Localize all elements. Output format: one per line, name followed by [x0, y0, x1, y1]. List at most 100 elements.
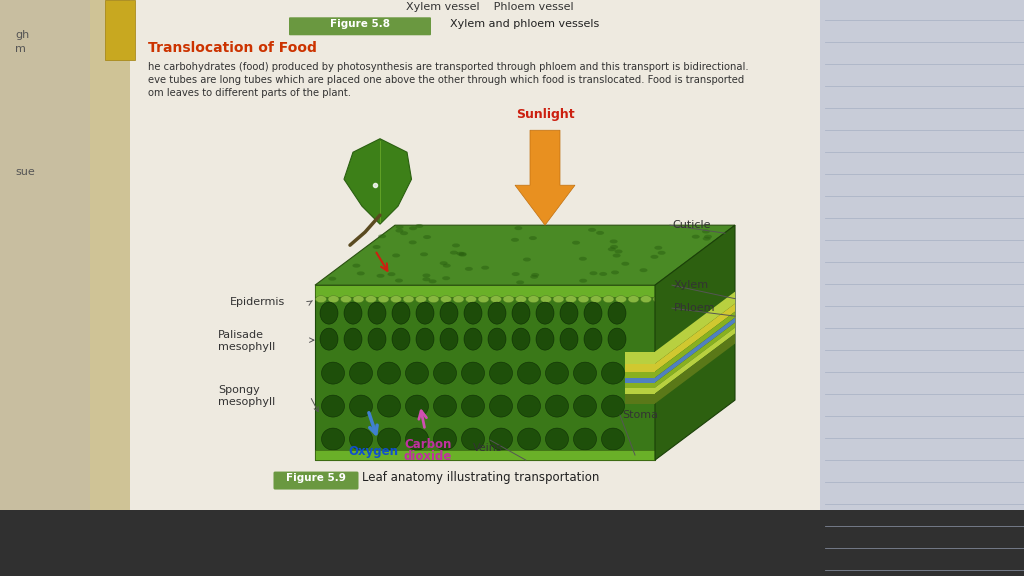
- Polygon shape: [315, 225, 735, 285]
- Ellipse shape: [599, 272, 607, 276]
- Ellipse shape: [565, 295, 577, 302]
- Ellipse shape: [608, 328, 626, 350]
- Ellipse shape: [378, 295, 389, 302]
- Ellipse shape: [406, 428, 428, 450]
- Polygon shape: [625, 382, 655, 388]
- Ellipse shape: [591, 295, 601, 302]
- Text: Figure 5.9: Figure 5.9: [286, 473, 346, 483]
- Ellipse shape: [608, 302, 626, 324]
- Text: Figure 5.8: Figure 5.8: [330, 19, 390, 29]
- Ellipse shape: [442, 264, 451, 268]
- Ellipse shape: [573, 395, 597, 417]
- Ellipse shape: [573, 362, 597, 384]
- Ellipse shape: [378, 428, 400, 450]
- Ellipse shape: [392, 302, 410, 324]
- Text: Leaf anatomy illustrating transportation: Leaf anatomy illustrating transportation: [362, 471, 599, 484]
- Ellipse shape: [596, 231, 604, 235]
- Ellipse shape: [433, 395, 457, 417]
- Ellipse shape: [541, 295, 552, 302]
- Ellipse shape: [657, 251, 666, 255]
- Ellipse shape: [462, 362, 484, 384]
- Ellipse shape: [517, 362, 541, 384]
- Text: sue: sue: [15, 167, 35, 177]
- Ellipse shape: [489, 395, 512, 417]
- Ellipse shape: [579, 257, 587, 261]
- Ellipse shape: [580, 279, 587, 283]
- Ellipse shape: [442, 276, 451, 280]
- Text: Cuticle: Cuticle: [672, 220, 711, 230]
- Ellipse shape: [416, 302, 434, 324]
- Polygon shape: [655, 291, 735, 363]
- Ellipse shape: [416, 295, 427, 302]
- Ellipse shape: [536, 302, 554, 324]
- Ellipse shape: [378, 234, 386, 238]
- Polygon shape: [655, 323, 735, 388]
- Ellipse shape: [328, 295, 339, 302]
- Ellipse shape: [512, 272, 519, 276]
- Ellipse shape: [322, 395, 344, 417]
- Ellipse shape: [433, 362, 457, 384]
- Ellipse shape: [466, 295, 476, 302]
- Ellipse shape: [546, 395, 568, 417]
- Ellipse shape: [622, 262, 630, 266]
- Ellipse shape: [610, 245, 618, 249]
- Ellipse shape: [341, 295, 351, 302]
- Ellipse shape: [416, 328, 434, 350]
- Text: Oxygen: Oxygen: [348, 445, 398, 458]
- Text: Carbon: Carbon: [404, 438, 452, 451]
- Polygon shape: [625, 388, 655, 393]
- Ellipse shape: [319, 302, 338, 324]
- Ellipse shape: [378, 362, 400, 384]
- Ellipse shape: [406, 362, 428, 384]
- Ellipse shape: [329, 276, 336, 281]
- Polygon shape: [315, 285, 655, 297]
- Ellipse shape: [650, 255, 658, 259]
- Ellipse shape: [377, 274, 385, 278]
- Ellipse shape: [703, 234, 712, 238]
- Ellipse shape: [512, 302, 530, 324]
- Polygon shape: [625, 393, 655, 404]
- Ellipse shape: [387, 272, 395, 276]
- Ellipse shape: [560, 302, 578, 324]
- Ellipse shape: [322, 428, 344, 450]
- Ellipse shape: [614, 249, 623, 253]
- Text: Xylem: Xylem: [674, 280, 710, 290]
- Ellipse shape: [409, 226, 417, 230]
- Ellipse shape: [488, 302, 506, 324]
- Text: Xylem vessel    Phloem vessel: Xylem vessel Phloem vessel: [407, 2, 573, 12]
- Ellipse shape: [578, 295, 589, 302]
- Polygon shape: [655, 304, 735, 372]
- Ellipse shape: [603, 295, 614, 302]
- Ellipse shape: [349, 362, 373, 384]
- Polygon shape: [625, 372, 655, 378]
- Polygon shape: [655, 334, 735, 404]
- Polygon shape: [515, 130, 575, 225]
- Ellipse shape: [373, 245, 381, 249]
- Ellipse shape: [511, 238, 519, 242]
- Ellipse shape: [459, 253, 467, 257]
- Ellipse shape: [366, 295, 377, 302]
- Text: Epidermis: Epidermis: [230, 297, 286, 307]
- Text: Phloem: Phloem: [674, 303, 716, 313]
- Polygon shape: [130, 1, 820, 530]
- Ellipse shape: [422, 277, 430, 281]
- Ellipse shape: [423, 274, 430, 278]
- Polygon shape: [315, 450, 655, 460]
- Ellipse shape: [395, 225, 403, 229]
- Polygon shape: [625, 351, 655, 363]
- Polygon shape: [344, 139, 412, 224]
- Ellipse shape: [450, 251, 458, 255]
- Polygon shape: [105, 1, 135, 60]
- Ellipse shape: [420, 252, 428, 256]
- Ellipse shape: [395, 229, 403, 233]
- Ellipse shape: [530, 275, 539, 279]
- Ellipse shape: [560, 328, 578, 350]
- Ellipse shape: [628, 295, 639, 302]
- Ellipse shape: [409, 240, 417, 244]
- Polygon shape: [625, 378, 655, 382]
- Ellipse shape: [378, 395, 400, 417]
- Ellipse shape: [528, 295, 539, 302]
- Ellipse shape: [392, 253, 400, 257]
- Ellipse shape: [322, 362, 344, 384]
- Ellipse shape: [572, 241, 580, 245]
